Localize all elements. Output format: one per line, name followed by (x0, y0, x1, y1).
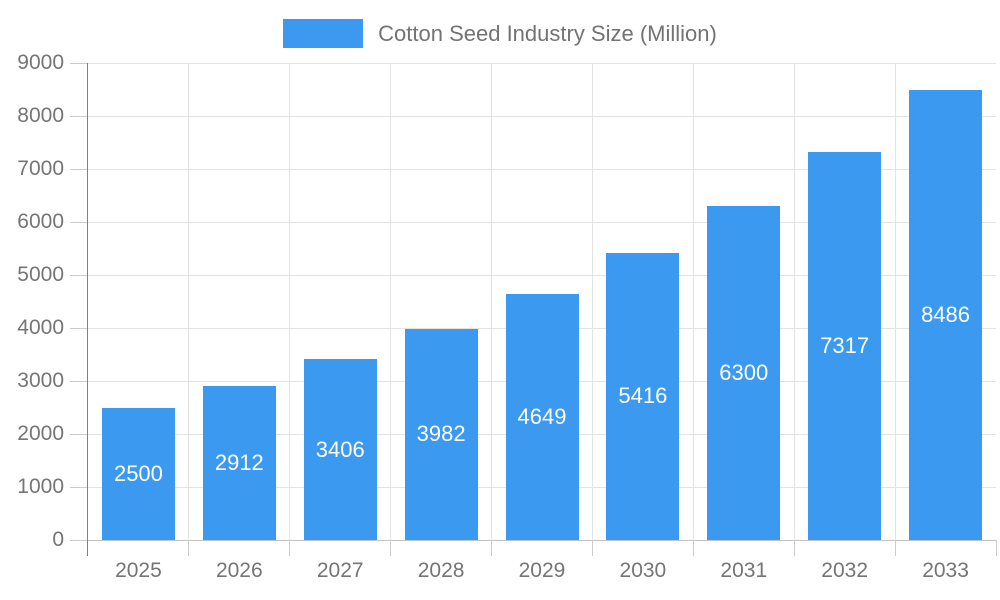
y-axis-label: 6000 (17, 210, 64, 233)
bar[interactable]: 3406 (303, 359, 377, 540)
x-axis-tick (591, 540, 593, 556)
y-axis-label: 3000 (17, 369, 64, 392)
x-axis-label: 2026 (215, 559, 263, 582)
x-axis-label: 2031 (720, 559, 768, 582)
y-axis-tick (70, 115, 88, 117)
y-axis-tick (70, 62, 88, 64)
x-axis-baseline (88, 539, 996, 541)
bar-value-label: 2912 (214, 449, 264, 475)
y-axis-label: 8000 (17, 104, 64, 127)
vertical-gridline (390, 63, 392, 540)
bar[interactable]: 7317 (808, 152, 882, 540)
bar-value-label: 6300 (719, 360, 769, 386)
legend-label: Cotton Seed Industry Size (Million) (378, 20, 717, 46)
horizontal-gridline (88, 115, 996, 117)
bar[interactable]: 5416 (606, 252, 680, 540)
horizontal-gridline (88, 168, 996, 170)
bar[interactable]: 3982 (404, 328, 478, 540)
y-axis-line (87, 63, 88, 556)
vertical-gridline (894, 63, 896, 540)
y-axis-label: 1000 (17, 475, 64, 498)
horizontal-gridline (88, 221, 996, 223)
bar[interactable]: 4649 (505, 293, 579, 540)
x-axis-tick (692, 540, 694, 556)
y-axis-tick (70, 327, 88, 329)
bar-value-label: 3406 (315, 436, 365, 462)
x-axis-tick (491, 540, 493, 556)
y-axis-tick (70, 433, 88, 435)
y-axis-tick (70, 539, 88, 541)
y-axis-label: 9000 (17, 51, 64, 74)
y-axis-tick (70, 168, 88, 170)
x-axis-tick (289, 540, 291, 556)
y-axis-label: 7000 (17, 157, 64, 180)
bar-value-label: 3982 (416, 421, 466, 447)
x-axis-label: 2029 (518, 559, 566, 582)
legend[interactable]: Cotton Seed Industry Size (Million) (0, 19, 1000, 48)
bar-value-label: 7317 (820, 333, 870, 359)
bar[interactable]: 6300 (707, 206, 781, 540)
x-axis-tick (793, 540, 795, 556)
x-axis-tick (995, 540, 997, 556)
x-axis-label: 2028 (417, 559, 465, 582)
horizontal-gridline (88, 62, 996, 64)
vertical-gridline (289, 63, 291, 540)
bar-value-label: 2500 (113, 460, 163, 486)
bar-value-label: 4649 (517, 403, 567, 429)
y-axis-tick (70, 486, 88, 488)
y-axis-tick (70, 221, 88, 223)
x-axis-label: 2033 (922, 559, 969, 582)
x-axis-tick (390, 540, 392, 556)
bar[interactable]: 2912 (202, 385, 276, 540)
y-axis-label: 5000 (17, 263, 64, 286)
y-axis-label: 2000 (17, 422, 64, 445)
vertical-gridline (491, 63, 493, 540)
legend-swatch (283, 19, 364, 48)
bar[interactable]: 2500 (101, 407, 175, 540)
y-axis-tick (70, 274, 88, 276)
x-axis-label: 2027 (316, 559, 364, 582)
x-axis-label: 2025 (115, 559, 162, 582)
vertical-gridline (591, 63, 593, 540)
bar[interactable]: 8486 (909, 90, 983, 540)
x-axis-tick (894, 540, 896, 556)
vertical-gridline (692, 63, 694, 540)
y-axis-label: 0 (52, 528, 64, 551)
vertical-gridline (188, 63, 190, 540)
bar-value-label: 5416 (618, 383, 668, 409)
horizontal-gridline (88, 274, 996, 276)
y-axis-tick (70, 380, 88, 382)
bar-value-label: 8486 (921, 302, 971, 328)
x-axis-label: 2032 (821, 559, 869, 582)
x-axis-tick (188, 540, 190, 556)
vertical-gridline (793, 63, 795, 540)
x-axis-label: 2030 (619, 559, 667, 582)
y-axis-label: 4000 (17, 316, 64, 339)
